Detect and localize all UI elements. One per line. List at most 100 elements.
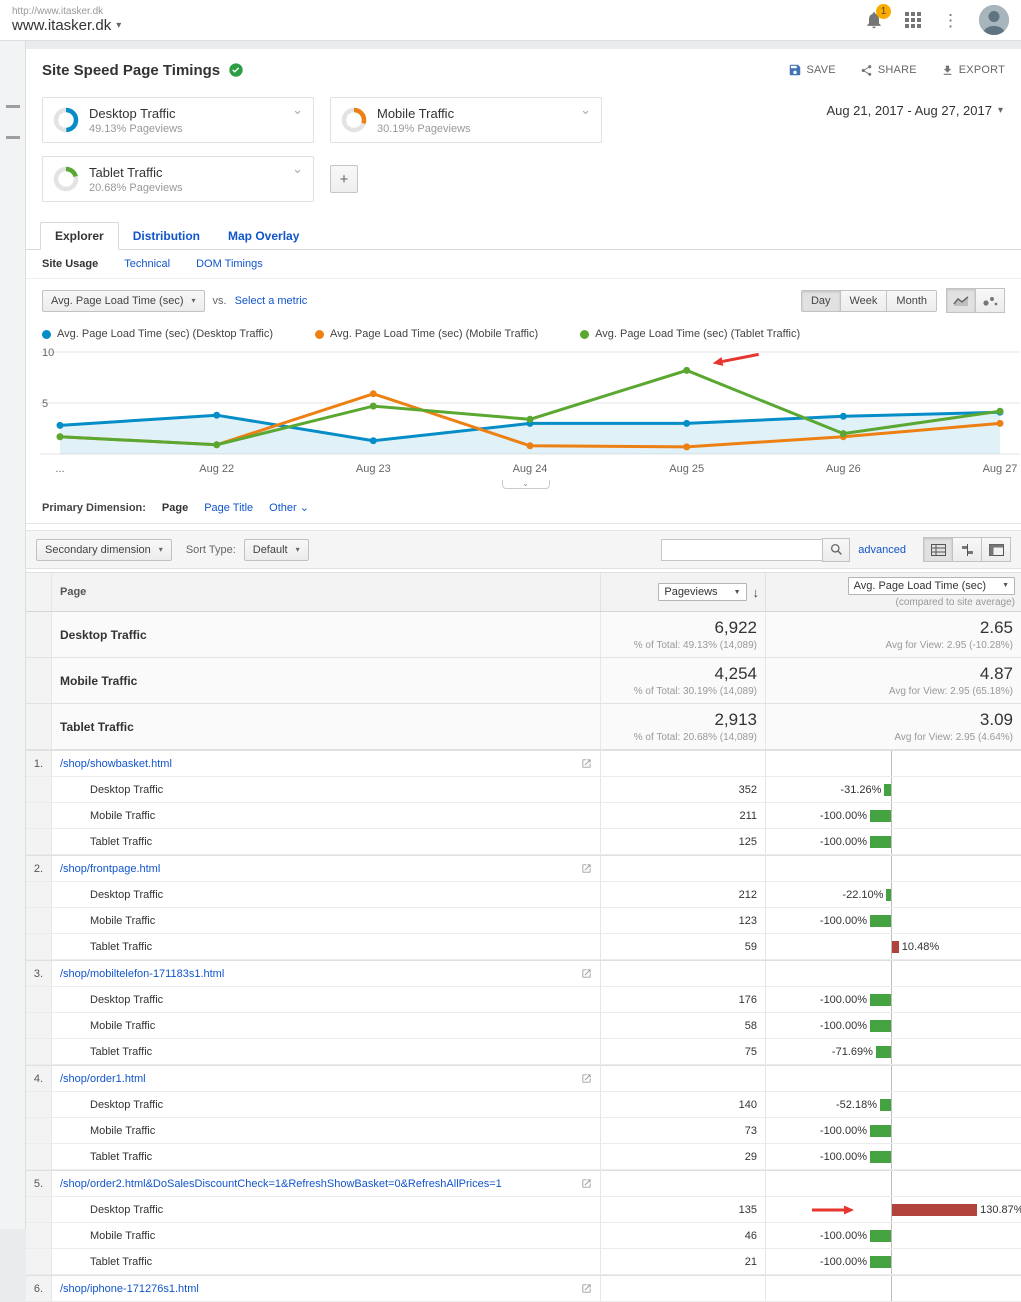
zero-axis [891,987,892,1012]
zero-axis [891,1013,892,1038]
external-link-icon[interactable] [581,1178,592,1189]
view-switcher [923,537,1011,562]
chevron-down-icon: ▾ [116,20,122,31]
pageviews-value: 46 [600,1223,765,1248]
advanced-filter-link[interactable]: advanced [858,543,906,556]
subtab-dom-timings[interactable]: DOM Timings [196,258,263,270]
add-segment-button[interactable]: + [330,165,358,193]
page-link[interactable]: /shop/mobiltelefon-171183s1.html [60,967,225,980]
segment-total-name: Tablet Traffic [60,719,134,734]
avg-load-time-sub: Avg for View: 2.95 (-10.28%) [885,640,1013,651]
granularity-week-button[interactable]: Week [839,289,888,312]
pivot-view-button[interactable] [981,537,1011,562]
save-button[interactable]: SAVE [788,63,836,77]
chart-expander-tab[interactable]: ⌄ [501,480,550,489]
external-link-icon[interactable] [581,758,592,769]
share-label: SHARE [877,64,917,76]
dimension-other[interactable]: Other ⌄ [269,501,309,514]
page-link[interactable]: /shop/frontpage.html [60,862,161,875]
dimension-page-title[interactable]: Page Title [204,501,254,514]
top-bar: http://www.itasker.dk www.itasker.dk ▾ 1… [0,0,1021,41]
segment-label: Mobile Traffic [90,809,156,822]
motion-chart-icon [983,296,998,306]
comparison-value: -31.26% [840,783,882,796]
line-chart-type-button[interactable] [946,288,976,313]
chevron-down-icon[interactable]: ⌄ [580,102,591,117]
more-options-button[interactable]: ⋮ [942,10,959,30]
segment-donut-icon [341,107,367,133]
avg-load-time-total: 3.09 [979,710,1013,729]
select-metric-link[interactable]: Select a metric [234,294,308,307]
share-button[interactable]: SHARE [860,64,917,77]
legend-item[interactable]: Avg. Page Load Time (sec) (Desktop Traff… [42,328,273,340]
segment-label: Desktop Traffic [90,783,164,796]
metric-column-select[interactable]: Avg. Page Load Time (sec) ▼ [847,576,1015,595]
chevron-down-icon[interactable]: ⌄ [292,102,303,117]
svg-text:Aug 22: Aug 22 [199,463,234,475]
segments-area: Aug 21, 2017 - Aug 27, 2017 ▾ Desktop Tr… [26,91,1021,212]
date-range-picker[interactable]: Aug 21, 2017 - Aug 27, 2017 ▾ [826,103,1003,118]
page-link[interactable]: /shop/showbasket.html [60,757,172,770]
external-link-icon[interactable] [581,863,592,874]
comparison-value: -71.69% [831,1045,873,1058]
row-number-cell [26,1223,52,1248]
tab-distribution[interactable]: Distribution [132,229,201,243]
external-link-icon[interactable] [581,968,592,979]
annotation-arrow-icon [810,1203,858,1217]
legend-dot-icon [315,329,325,339]
zero-axis [891,961,892,986]
chevron-down-icon[interactable]: ⌄ [292,161,303,176]
tab-map-overlay[interactable]: Map Overlay [228,229,300,243]
metric-select-button[interactable]: Avg. Page Load Time (sec) ▾ [42,289,205,312]
motion-chart-type-button[interactable] [975,288,1005,313]
pageviews-total-sub: % of Total: 30.19% (14,089) [633,686,757,697]
subtab-site-usage[interactable]: Site Usage [42,258,99,270]
segment-card-mobile[interactable]: Mobile Traffic 30.19% Pageviews ⌄ [330,97,602,143]
secondary-dimension-button[interactable]: Secondary dimension ▾ [36,538,172,561]
timeseries-chart[interactable]: 5 10... Aug 22 Aug 23 Aug 24 Aug 25 Aug 26 Aug … [26,342,1021,489]
notifications-button[interactable]: 1 [864,4,891,30]
comparison-view-button[interactable] [952,537,982,562]
comparison-value: -52.18% [836,1098,877,1111]
sort-type-button[interactable]: Default ▾ [243,538,309,561]
granularity-month-button[interactable]: Month [886,289,937,312]
dimension-page[interactable]: Page [161,501,189,514]
zero-axis [891,934,892,959]
legend-label: Avg. Page Load Time (sec) (Desktop Traff… [57,328,274,340]
legend-item[interactable]: Avg. Page Load Time (sec) (Mobile Traffi… [315,328,538,340]
pageviews-value: 29 [600,1144,765,1169]
external-link-icon[interactable] [581,1073,592,1084]
page-link[interactable]: /shop/order2.html&DoSalesDiscountCheck=1… [60,1177,502,1190]
sort-type-value: Default [252,543,288,556]
sidebar-mark [5,105,20,108]
data-table-view-button[interactable] [923,537,953,562]
report-panel: Site Speed Page Timings SAVE SHARE [26,49,1021,1302]
avatar[interactable] [979,5,1009,35]
segment-card-desktop[interactable]: Desktop Traffic 49.13% Pageviews ⌄ [42,97,314,143]
segment-name: Tablet Traffic [89,164,163,180]
pageviews-value: 58 [600,1013,765,1038]
segment-sub-row: Mobile Traffic 46 -100.00% [26,1223,1021,1249]
page-link[interactable]: /shop/iphone-171276s1.html [60,1282,199,1295]
comparison-bar [886,888,891,901]
summary-row: Tablet Traffic 2,913 % of Total: 20.68% (1… [26,704,1021,750]
sort-descending-icon[interactable]: ↓ [752,584,760,600]
search-button[interactable] [822,537,851,562]
page-link[interactable]: /shop/order1.html [60,1072,146,1085]
row-number-cell [26,1144,52,1169]
legend-item[interactable]: Avg. Page Load Time (sec) (Tablet Traffi… [580,328,800,340]
external-link-icon[interactable] [581,1283,592,1294]
table-search-input[interactable] [661,538,823,561]
apps-grid-button[interactable] [904,11,922,29]
page-column-header[interactable]: Page [60,586,87,598]
pageviews-value: 140 [600,1092,765,1117]
subtab-technical[interactable]: Technical [124,258,171,270]
granularity-day-button[interactable]: Day [800,289,841,312]
collapsed-sidebar[interactable] [0,41,26,1229]
pageviews-column-select[interactable]: Pageviews ▼ [658,583,747,601]
segment-card-tablet[interactable]: Tablet Traffic 20.68% Pageviews ⌄ [42,156,314,202]
export-button[interactable]: EXPORT [941,64,1005,77]
property-selector[interactable]: www.itasker.dk ▾ [12,17,121,34]
row-number-cell [26,1039,52,1064]
tab-explorer[interactable]: Explorer [40,222,119,250]
